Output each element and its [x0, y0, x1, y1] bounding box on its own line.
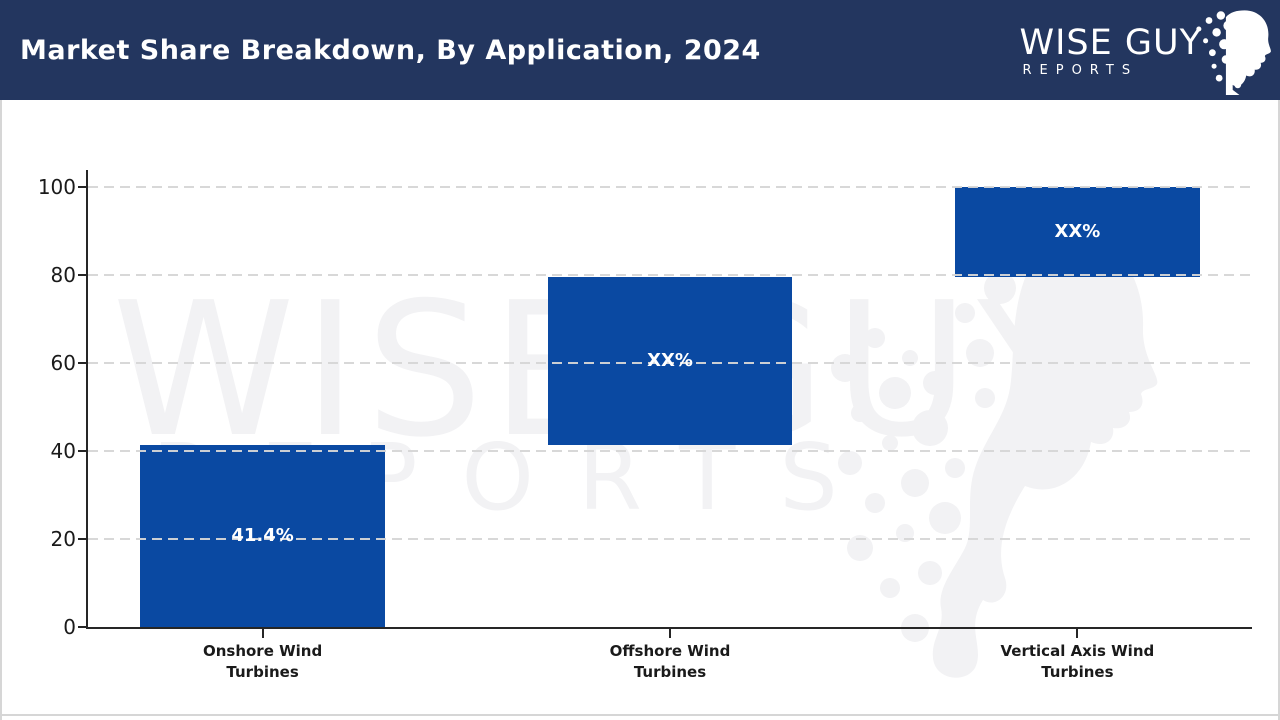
x-axis-category-label: Offshore Wind Turbines [510, 641, 830, 683]
x-axis-category-line: Turbines [226, 663, 299, 681]
logo-subtitle: REPORTS [1022, 63, 1139, 78]
card-border-bottom [0, 714, 1280, 716]
bar-value-label: XX% [1054, 221, 1101, 243]
chart-card: WISE GUY REPORTS 0 20 40 60 80 100 41.4% Onshor… [0, 100, 1280, 720]
bar-value-label: 41.4% [231, 524, 294, 546]
x-axis-category-line: Turbines [1041, 663, 1114, 681]
brand-logo: WISE GUY REPORTS [1019, 6, 1274, 96]
watermark-face-icon [831, 230, 1158, 678]
x-axis-line [86, 627, 1252, 629]
plot-area: 0 20 40 60 80 100 41.4% Onshore Wind Turbines XX%… [38, 170, 1252, 681]
x-axis-category-line: Offshore Wind [609, 642, 731, 660]
x-axis-tick [261, 629, 264, 638]
y-axis-tick [78, 362, 86, 364]
x-axis-category-line: Turbines [633, 663, 707, 681]
card-border-right [1278, 100, 1280, 720]
y-axis-tick-label: 80 [50, 263, 76, 287]
x-axis-category-line: Onshore Wind [202, 642, 323, 660]
bar [547, 277, 793, 445]
bar-value-label: XX% [647, 350, 693, 372]
bar [955, 187, 1200, 278]
y-axis-tick [78, 626, 86, 628]
y-axis-tick [78, 538, 86, 540]
y-axis-line [86, 170, 88, 629]
x-axis-category-label: Vertical Axis Wind Turbines [917, 641, 1237, 683]
y-axis-tick-label: 40 [50, 439, 76, 463]
header-bar: Market Share Breakdown, By Application, … [0, 0, 1280, 100]
y-axis-tick-label: 60 [50, 351, 76, 375]
x-axis-tick [669, 629, 671, 638]
y-axis-tick [78, 450, 86, 452]
gridline [88, 274, 1252, 276]
bar [140, 444, 385, 627]
logo-face-icon [1196, 10, 1271, 95]
x-axis-tick [1076, 629, 1079, 638]
gridline [88, 450, 1252, 452]
y-axis-tick-label: 20 [50, 527, 76, 551]
page-title: Market Share Breakdown, By Application, … [20, 34, 761, 66]
y-axis-tick [78, 274, 86, 276]
x-axis-category-label: Onshore Wind Turbines [103, 641, 423, 683]
y-axis-tick [78, 186, 86, 188]
y-axis-tick-label: 100 [37, 175, 76, 199]
gridline [88, 186, 1252, 188]
card-border-left [0, 100, 2, 720]
logo-text: WISE GUY REPORTS [1019, 24, 1202, 78]
x-axis-category-line: Vertical Axis Wind [1000, 642, 1155, 660]
y-axis-tick-label: 0 [63, 615, 76, 639]
gridline [88, 362, 1252, 364]
gridline [88, 538, 1252, 540]
logo-wordmark: WISE GUY [1019, 23, 1202, 63]
